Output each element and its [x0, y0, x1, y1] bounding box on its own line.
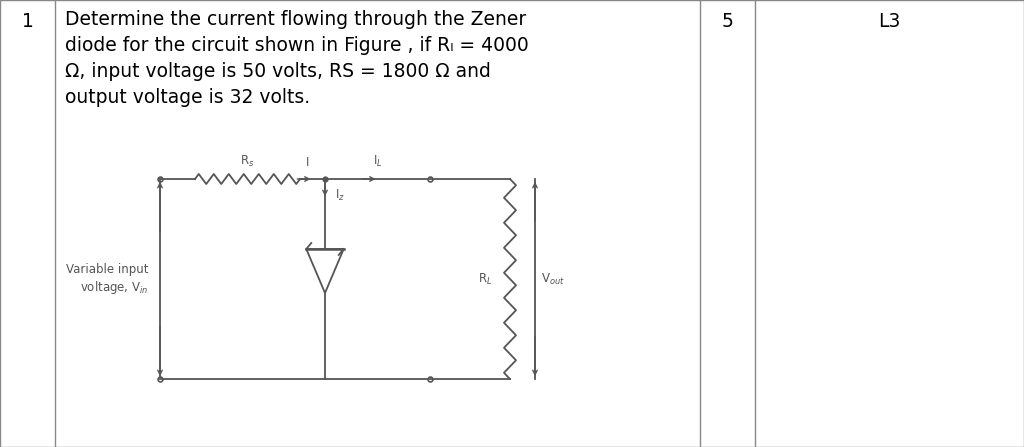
Text: Determine the current flowing through the Zener: Determine the current flowing through th…: [65, 10, 526, 29]
Text: 1: 1: [22, 12, 34, 31]
Text: Variable input: Variable input: [66, 262, 148, 275]
Text: 5: 5: [722, 12, 733, 31]
Text: R$_L$: R$_L$: [477, 271, 492, 287]
Text: output voltage is 32 volts.: output voltage is 32 volts.: [65, 88, 310, 107]
Text: Ω, input voltage is 50 volts, RS = 1800 Ω and: Ω, input voltage is 50 volts, RS = 1800 …: [65, 62, 490, 81]
Text: I$_L$: I$_L$: [373, 154, 382, 169]
Text: I: I: [306, 156, 309, 169]
Text: R$_s$: R$_s$: [241, 154, 255, 169]
Polygon shape: [306, 249, 344, 293]
Text: I$_z$: I$_z$: [335, 187, 345, 202]
Text: diode for the circuit shown in Figure , if Rₗ = 4000: diode for the circuit shown in Figure , …: [65, 36, 528, 55]
Text: V$_{out}$: V$_{out}$: [541, 271, 565, 287]
Text: voltage, V$_{in}$: voltage, V$_{in}$: [80, 278, 148, 295]
Text: L3: L3: [879, 12, 901, 31]
